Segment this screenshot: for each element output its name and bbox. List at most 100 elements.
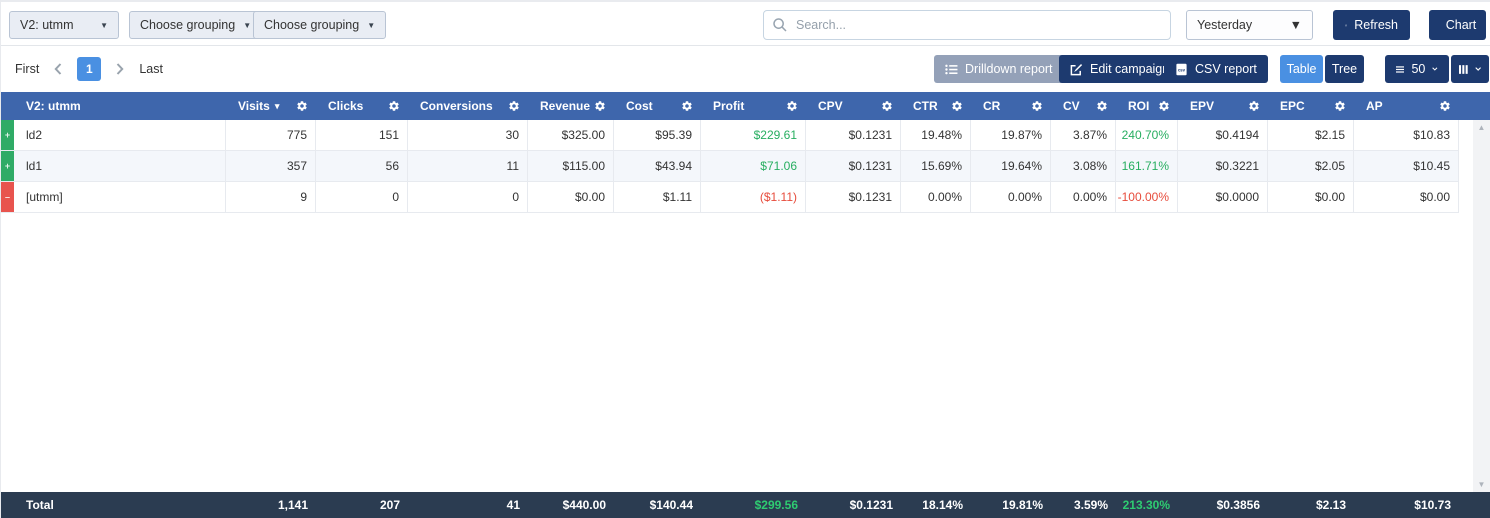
drilldown-report-button[interactable]: Drilldown report <box>934 55 1064 83</box>
date-range-select[interactable]: Yesterday ▼ <box>1186 10 1313 40</box>
cell-visits: 9 <box>226 182 316 212</box>
refresh-button[interactable]: Refresh <box>1333 10 1410 40</box>
gear-icon[interactable] <box>1439 100 1451 112</box>
cell-ctr: 15.69% <box>901 151 971 181</box>
cell-epc: $2.15 <box>1268 120 1354 150</box>
columns-settings-button[interactable] <box>1451 55 1489 83</box>
pagination-last[interactable]: Last <box>139 62 163 76</box>
cell-cost: $1.11 <box>614 182 701 212</box>
column-header-ap[interactable]: AP <box>1354 92 1459 120</box>
grouping-select-1[interactable]: Choose grouping ▼ <box>129 11 263 39</box>
table-header-row: V2: utmm Visits ▾ Clicks Conversions Reve… <box>1 92 1490 120</box>
pagination-current-page[interactable]: 1 <box>77 57 102 81</box>
column-header-profit[interactable]: Profit <box>701 92 806 120</box>
gear-icon[interactable] <box>881 100 893 112</box>
column-header-cr[interactable]: CR <box>971 92 1051 120</box>
refresh-label: Refresh <box>1354 18 1398 32</box>
cell-epv: $0.4194 <box>1178 120 1268 150</box>
caret-down-icon: ▼ <box>100 20 108 30</box>
arrow-down-icon[interactable]: ▼ <box>1477 480 1486 489</box>
actions-bar: First 1 Last Drilldown report Edit c <box>1 46 1490 92</box>
gear-icon[interactable] <box>1158 100 1170 112</box>
table-row[interactable]: + ld1 357 56 11 $115.00 $43.94 $71.06 $0.1231 15… <box>1 151 1459 182</box>
campaign-select[interactable]: V2: utmm ▼ <box>9 11 119 39</box>
arrow-up-icon[interactable]: ▲ <box>1477 123 1486 132</box>
cell-ctr: 0.00% <box>901 182 971 212</box>
cell-epc: $0.00 <box>1268 182 1354 212</box>
table-row[interactable]: – [utmm] 9 0 0 $0.00 $1.11 ($1.11) $0.1231 0.00%… <box>1 182 1459 213</box>
search-icon <box>773 18 787 32</box>
drilldown-report-label: Drilldown report <box>965 62 1053 76</box>
view-tree-button[interactable]: Tree <box>1325 55 1364 83</box>
csv-report-label: CSV report <box>1195 62 1257 76</box>
gear-icon[interactable] <box>951 100 963 112</box>
total-ap: $10.73 <box>1414 498 1451 512</box>
cell-epv: $0.0000 <box>1178 182 1268 212</box>
column-header-epv[interactable]: EPV <box>1178 92 1268 120</box>
minus-icon: – <box>1 182 14 212</box>
total-label: Total <box>26 498 54 512</box>
gear-icon[interactable] <box>508 100 520 112</box>
table-row[interactable]: + ld2 775 151 30 $325.00 $95.39 $229.61 $0.1231… <box>1 120 1459 151</box>
total-ctr: 18.14% <box>922 498 963 512</box>
cell-ap: $10.83 <box>1354 120 1459 150</box>
grouping-select-2[interactable]: Choose grouping ▼ <box>253 11 387 39</box>
campaign-select-value: V2: utmm <box>20 18 74 32</box>
cell-ctr: 19.48% <box>901 120 971 150</box>
total-conversions: 41 <box>506 498 520 512</box>
cell-cv: 0.00% <box>1051 182 1116 212</box>
gear-icon[interactable] <box>1096 100 1108 112</box>
gear-icon[interactable] <box>681 100 693 112</box>
refresh-icon <box>1345 24 1348 26</box>
column-header-cv[interactable]: CV <box>1051 92 1116 120</box>
cell-cr: 19.64% <box>971 151 1051 181</box>
column-header-cpv[interactable]: CPV <box>806 92 901 120</box>
rows-per-page-button[interactable]: 50 <box>1385 55 1449 83</box>
cell-profit: $229.61 <box>701 120 806 150</box>
pagination-first[interactable]: First <box>15 62 40 76</box>
cell-cpv: $0.1231 <box>806 120 901 150</box>
gear-icon[interactable] <box>388 100 400 112</box>
gear-icon[interactable] <box>1248 100 1260 112</box>
total-profit: $299.56 <box>754 498 798 512</box>
chevron-left-icon[interactable] <box>54 63 62 75</box>
csv-report-button[interactable]: csv CSV report <box>1164 55 1268 83</box>
chart-button[interactable]: Chart <box>1429 10 1486 40</box>
vertical-scrollbar[interactable]: ▲ ▼ <box>1473 120 1490 492</box>
column-header-name[interactable]: V2: utmm <box>26 99 81 113</box>
gear-icon[interactable] <box>1031 100 1043 112</box>
gear-icon[interactable] <box>296 100 308 112</box>
row-name: ld1 <box>26 159 43 173</box>
header-filler <box>1459 92 1490 120</box>
edit-pencil-icon <box>1070 63 1083 75</box>
cell-clicks: 56 <box>316 151 408 181</box>
column-header-epc[interactable]: EPC <box>1268 92 1354 120</box>
cell-clicks: 0 <box>316 182 408 212</box>
gear-icon[interactable] <box>786 100 798 112</box>
cell-revenue: $325.00 <box>528 120 614 150</box>
view-table-button[interactable]: Table <box>1280 55 1323 83</box>
cell-roi: -100.00% <box>1116 182 1178 212</box>
gear-icon[interactable] <box>594 100 606 112</box>
caret-down-icon: ▼ <box>367 20 376 30</box>
list-icon <box>945 64 958 74</box>
total-cost: $140.44 <box>649 498 693 512</box>
edit-campaign-button[interactable]: Edit campaign <box>1059 55 1181 83</box>
search-input[interactable] <box>763 10 1171 40</box>
row-name-cell: – [utmm] <box>1 182 226 212</box>
table-total-row: Total 1,141 207 41 $440.00 $140.44 $299.56 $0.1… <box>1 492 1490 518</box>
column-header-ctr[interactable]: CTR <box>901 92 971 120</box>
gear-icon[interactable] <box>1334 100 1346 112</box>
sort-desc-icon: ▾ <box>274 100 280 111</box>
column-header-visits[interactable]: Visits ▾ <box>226 92 316 120</box>
column-header-clicks[interactable]: Clicks <box>316 92 408 120</box>
column-header-conversions[interactable]: Conversions <box>408 92 528 120</box>
cell-visits: 357 <box>226 151 316 181</box>
column-header-revenue[interactable]: Revenue <box>528 92 614 120</box>
csv-file-icon: csv <box>1176 63 1187 75</box>
chevron-right-icon[interactable] <box>116 63 124 75</box>
top-toolbar: V2: utmm ▼ Choose grouping ▼ Choose grou… <box>1 0 1490 46</box>
column-header-cost[interactable]: Cost <box>614 92 701 120</box>
column-header-roi[interactable]: ROI <box>1116 92 1178 120</box>
search-container <box>763 10 1171 40</box>
